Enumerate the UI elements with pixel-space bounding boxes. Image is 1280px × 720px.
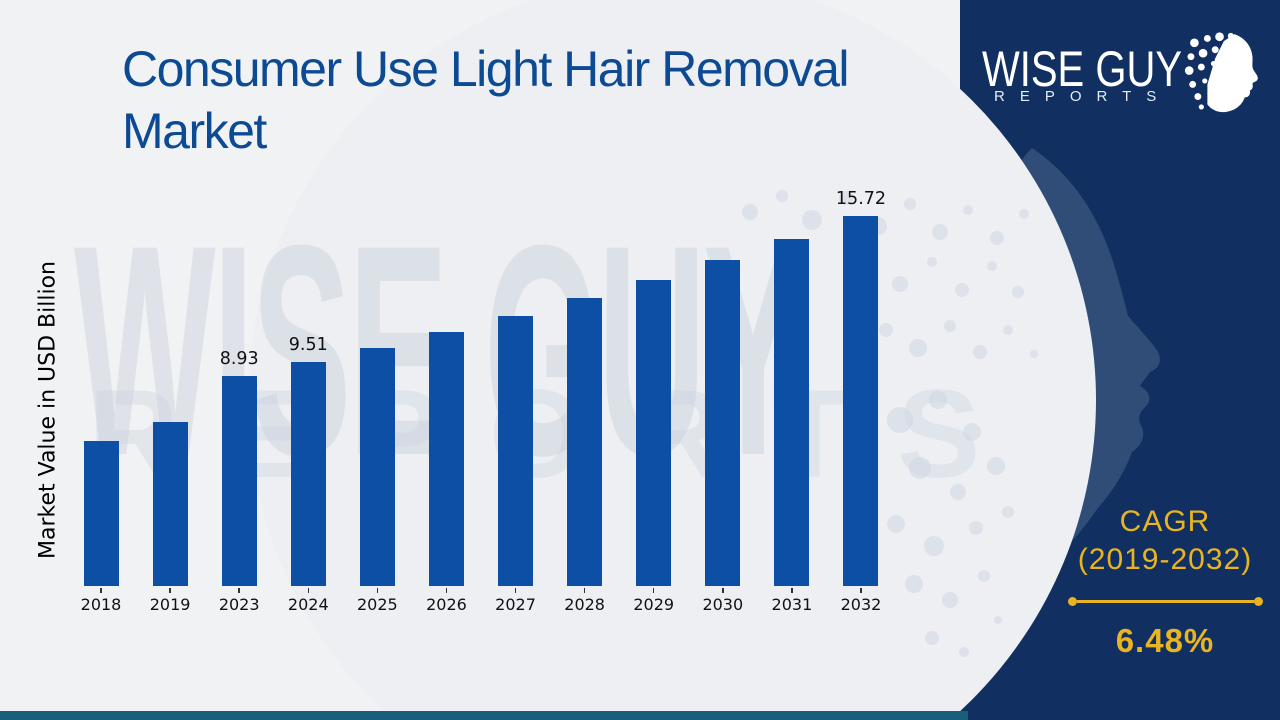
x-tick-label: 2019	[149, 595, 191, 614]
bar-2029	[636, 280, 672, 586]
x-tick	[376, 588, 379, 593]
x-tick-label: 2018	[80, 595, 122, 614]
watermark-dot	[1002, 506, 1014, 518]
x-tick-label: 2031	[771, 595, 813, 614]
x-tick	[652, 588, 655, 593]
brand-wordmark: WISE GUY	[982, 41, 1183, 97]
x-tick	[860, 588, 862, 593]
footer-strip	[0, 711, 968, 720]
watermark-dot	[802, 210, 822, 230]
watermark-dot	[942, 592, 958, 608]
x-tick-label: 2026	[426, 595, 467, 614]
x-tick-label: 2027	[495, 595, 536, 614]
cagr-line	[1076, 600, 1254, 603]
x-tick-label: 2029	[633, 595, 675, 614]
x-tick	[791, 588, 793, 593]
watermark-dot	[776, 190, 788, 202]
bar-2025	[359, 348, 395, 586]
watermark-dot	[887, 515, 905, 533]
x-tick	[583, 588, 586, 593]
x-tick	[100, 588, 102, 593]
bar-value-label: 8.93	[219, 349, 259, 369]
cagr-label: CAGR	[1119, 505, 1211, 538]
watermark-dot	[932, 224, 948, 240]
watermark-dot	[959, 647, 969, 657]
x-tick	[307, 588, 310, 593]
watermark-dot	[1003, 325, 1013, 335]
bar-2018	[83, 441, 119, 586]
face-profile-icon	[1184, 32, 1258, 113]
watermark-dot	[987, 457, 1005, 475]
watermark-dot	[879, 323, 893, 337]
chart-title: Consumer Use Light Hair Removal Market	[122, 41, 850, 159]
watermark-dot	[987, 261, 997, 271]
x-tick-label: 2023	[218, 595, 260, 614]
x-tick-label: 2028	[564, 595, 605, 614]
watermark-dot	[978, 570, 990, 582]
watermark-dot	[963, 205, 973, 215]
watermark-dot	[887, 407, 913, 433]
watermark-dot	[1012, 286, 1024, 298]
watermark-dot	[905, 575, 923, 593]
cagr-range: (2019-2032)	[1077, 543, 1253, 576]
watermark-dot	[929, 391, 947, 409]
x-tick-label: 2024	[287, 595, 329, 614]
watermark-dot	[1019, 209, 1029, 219]
watermark-dot	[969, 521, 983, 535]
x-tick	[445, 588, 448, 593]
watermark-dot	[973, 345, 987, 359]
x-tick	[238, 588, 240, 593]
cagr-divider	[1067, 597, 1263, 606]
bar-value-label: 15.72	[835, 189, 887, 209]
watermark-dot	[925, 631, 939, 645]
plot-area: 2018 2019 8.93 2023 9.51 2024 2025 2026 2027 2028…	[80, 189, 887, 614]
cagr-block: CAGR (2019-2032) 6.48%	[1040, 505, 1280, 660]
bar-2028	[567, 298, 603, 586]
watermark-dot	[927, 257, 937, 267]
bar-2024	[290, 362, 326, 586]
watermark-dot	[950, 484, 966, 500]
watermark-dot	[909, 457, 931, 479]
cagr-dot-right	[1253, 597, 1263, 606]
watermark-dot	[924, 536, 944, 556]
watermark-dot	[1030, 350, 1038, 358]
cagr-value: 6.48%	[1115, 622, 1215, 659]
bar-value-label: 9.51	[288, 335, 328, 355]
x-tick	[169, 588, 171, 593]
bar-2032	[843, 216, 879, 586]
watermark-dot	[909, 339, 927, 357]
watermark-dot	[994, 616, 1002, 624]
watermark-dot	[904, 198, 916, 210]
watermark-dot	[892, 276, 908, 292]
bar-2019	[152, 422, 188, 586]
x-tick-label: 2025	[357, 595, 398, 614]
x-tick	[722, 588, 724, 593]
bar-2027	[498, 316, 534, 586]
watermark-dot	[742, 204, 758, 220]
bar-2031	[774, 239, 810, 586]
bar-2026	[428, 332, 464, 586]
bar-2030	[705, 260, 741, 586]
watermark-dot	[944, 320, 956, 332]
watermark-dot	[990, 231, 1004, 245]
x-tick-label: 2030	[702, 595, 744, 614]
x-tick-label: 2032	[840, 595, 882, 614]
cagr-dot-left	[1067, 597, 1077, 606]
watermark-dot	[963, 423, 981, 441]
watermark-dot	[839, 191, 853, 205]
brand-sub-wordmark: REPORTS	[994, 88, 1172, 105]
x-tick	[514, 588, 517, 593]
bar-2023	[221, 376, 257, 586]
